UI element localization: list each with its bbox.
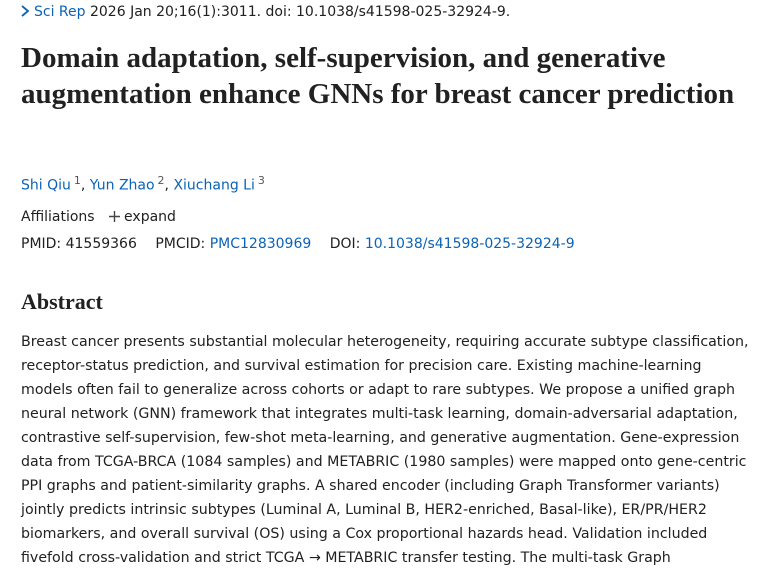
affiliations: Affiliations expand [21,207,176,227]
author-link[interactable]: Xiuchang Li [173,177,255,194]
pmid: 41559366 [65,236,137,252]
abstract-line: fivefold cross-validation and strict TCG… [21,550,671,566]
abstract-line: contrastive self-supervision, few-shot m… [21,430,740,446]
abstract-line: biomarkers, and overall survival (OS) us… [21,526,708,542]
abstract-text: Breast cancer presents substantial molec… [21,330,756,570]
abstract-line: models often fail to generalize across c… [21,382,735,398]
doi-link[interactable]: 10.1038/s41598-025-32924-9 [364,236,575,252]
abstract-line: neural network (GNN) framework that inte… [21,406,738,422]
abstract-line: PPI graphs and patient-similarity graphs… [21,478,720,494]
author-affiliation-number: 3 [257,174,265,187]
abstract-line: Breast cancer presents substantial molec… [21,334,749,350]
abstract-line: data from TCGA-BRCA (1084 samples) and M… [21,454,747,470]
abstract-line: jointly predicts intrinsic subtypes (Lum… [21,502,707,518]
author-affiliation-number: 2 [157,174,165,187]
citation: Sci Rep 2026 Jan 20;16(1):3011. doi: 10.… [20,2,510,22]
author-affiliation-number: 1 [73,174,81,187]
author-link[interactable]: Yun Zhao [89,177,155,194]
pmid-label: PMID: [21,236,62,252]
journal-link[interactable]: Sci Rep [34,4,86,20]
pmcid-link[interactable]: PMC12830969 [209,236,312,252]
citation-details: 2026 Jan 20;16(1):3011. doi: 10.1038/s41… [89,4,511,20]
expand-toggle[interactable]: expand [109,209,176,225]
chevron-icon [21,5,30,17]
identifiers: PMID: 41559366 PMCID: PMC12830969 DOI: 1… [21,234,575,254]
pmcid-label: PMCID: [155,236,206,252]
abstract-line: receptor-status prediction, and survival… [21,358,702,374]
doi-label: DOI: [329,236,361,252]
article-title: Domain adaptation, self-supervision, and… [21,42,735,110]
expand-label[interactable]: expand [124,209,176,225]
plus-icon [109,211,121,222]
author-list: Shi Qiu 1, Yun Zhao 2, Xiuchang Li 3 [21,174,265,194]
author-link[interactable]: Shi Qiu [21,177,71,194]
affiliations-label: Affiliations [21,209,95,225]
abstract-heading: Abstract [21,289,103,314]
